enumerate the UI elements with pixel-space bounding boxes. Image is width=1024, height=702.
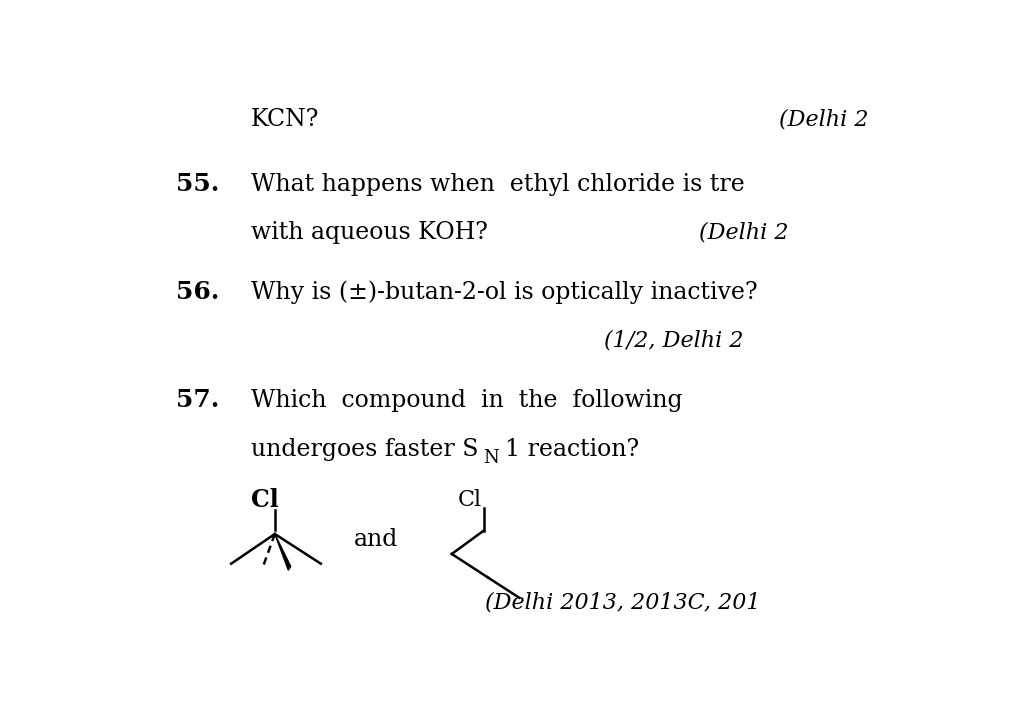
Text: (Delhi 2: (Delhi 2 (778, 108, 868, 131)
Text: Cl: Cl (251, 489, 279, 512)
Text: What happens when  ethyl chloride is tre: What happens when ethyl chloride is tre (251, 173, 744, 196)
Text: 57.: 57. (176, 388, 219, 413)
Polygon shape (274, 534, 291, 570)
Text: (1/2, Delhi 2: (1/2, Delhi 2 (604, 330, 743, 352)
Text: Cl: Cl (458, 489, 481, 512)
Text: (Delhi 2: (Delhi 2 (699, 222, 788, 244)
Text: Which  compound  in  the  following: Which compound in the following (251, 389, 683, 412)
Text: 55.: 55. (176, 172, 219, 197)
Text: N: N (482, 449, 499, 468)
Text: 56.: 56. (176, 280, 219, 305)
Text: (Delhi 2013, 2013C, 201: (Delhi 2013, 2013C, 201 (485, 591, 761, 613)
Text: KCN?: KCN? (251, 108, 319, 131)
Text: Why is (±)-butan-2-ol is optically inactive?: Why is (±)-butan-2-ol is optically inact… (251, 281, 758, 304)
Text: and: and (354, 528, 398, 551)
Text: undergoes faster S: undergoes faster S (251, 437, 478, 461)
Text: 1 reaction?: 1 reaction? (505, 437, 639, 461)
Text: with aqueous KOH?: with aqueous KOH? (251, 221, 487, 244)
